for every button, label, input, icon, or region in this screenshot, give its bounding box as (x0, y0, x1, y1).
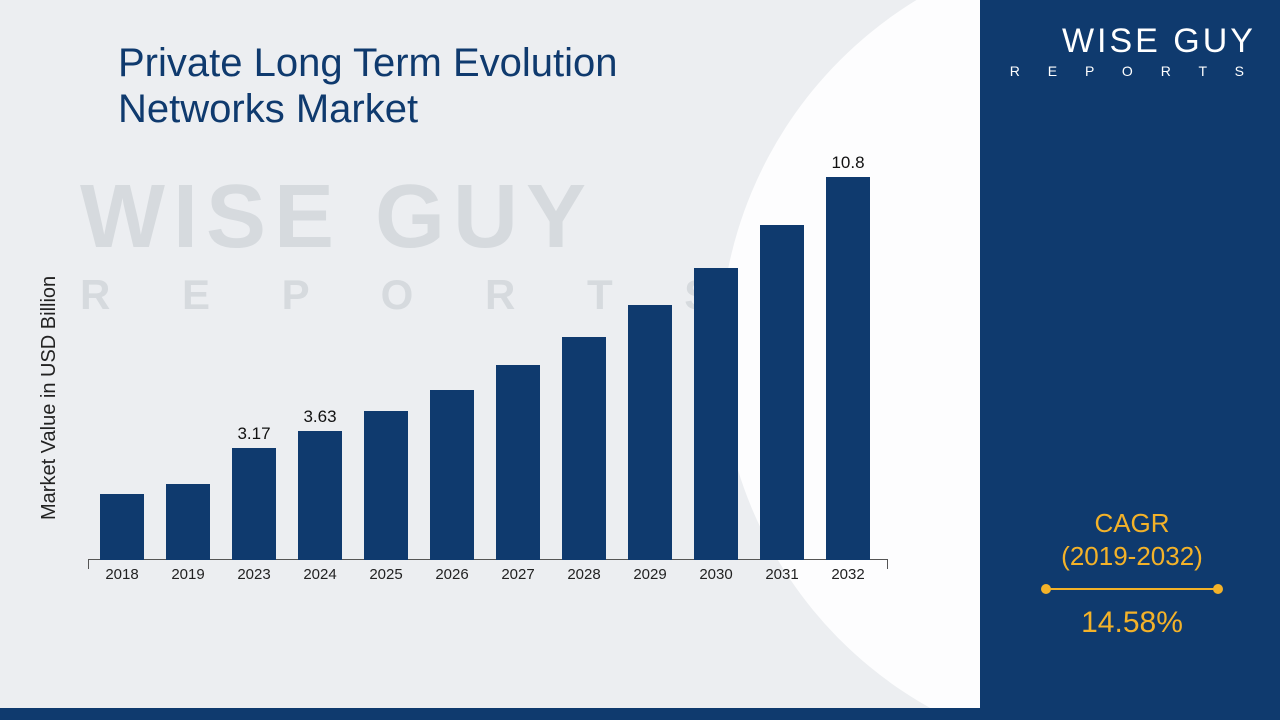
x-tick-label: 2019 (171, 566, 204, 583)
cagr-label: CAGR (2019-2032) (1022, 507, 1242, 572)
x-tick-label: 2026 (435, 566, 468, 583)
x-tick-label: 2027 (501, 566, 534, 583)
bar-value-label: 3.17 (237, 424, 270, 444)
bar-fill (694, 268, 738, 561)
bar-fill (496, 365, 540, 560)
bar-chart: 201820193.1720233.6320242025202620272028… (88, 170, 888, 590)
logo-text: WISE GUY (1010, 22, 1256, 61)
chart-title: Private Long Term Evolution Networks Mar… (118, 40, 738, 132)
bar-fill (760, 225, 804, 560)
y-axis-label: Market Value in USD Billion (38, 276, 61, 520)
x-tick-label: 2030 (699, 566, 732, 583)
bar: 2029 (628, 305, 672, 560)
footer-accent-bar (0, 708, 980, 720)
x-tick-label: 2031 (765, 566, 798, 583)
bar-fill (628, 305, 672, 560)
logo-subtext: R E P O R T S (1010, 63, 1256, 79)
cagr-divider (1046, 588, 1218, 590)
x-tick-label: 2025 (369, 566, 402, 583)
plot-area: 2018 2019 3.172023 3.632024 2025 2026 2027 2028… (88, 170, 888, 560)
bar-fill (100, 494, 144, 560)
bar-fill (562, 337, 606, 560)
bar: 2031 (760, 225, 804, 560)
chart-canvas: WISE GUY R E P O R T S Private Long Term… (0, 0, 1280, 720)
x-tick-label: 2028 (567, 566, 600, 583)
bar-fill (364, 411, 408, 560)
bar: 3.172023 (232, 448, 276, 560)
bar: 2030 (694, 268, 738, 561)
bar-value-label: 3.63 (303, 407, 336, 427)
bar-value-label: 10.8 (831, 153, 864, 173)
bar-fill (430, 390, 474, 560)
bar-fill (166, 484, 210, 560)
bar: 2025 (364, 411, 408, 560)
bar: 2028 (562, 337, 606, 560)
bar: 2019 (166, 484, 210, 560)
x-tick-label: 2029 (633, 566, 666, 583)
x-tick-label: 2018 (105, 566, 138, 583)
bar: 3.632024 (298, 431, 342, 560)
bar: 10.82032 (826, 177, 870, 560)
x-tick-label: 2024 (303, 566, 336, 583)
bar: 2026 (430, 390, 474, 560)
x-tick-label: 2023 (237, 566, 270, 583)
bar: 2018 (100, 494, 144, 560)
bar-fill (826, 177, 870, 560)
cagr-block: CAGR (2019-2032) 14.58% (1022, 507, 1242, 640)
cagr-value: 14.58% (1022, 606, 1242, 640)
bar-fill (298, 431, 342, 560)
x-tick-label: 2032 (831, 566, 864, 583)
brand-logo: WISE GUY R E P O R T S (1010, 22, 1256, 79)
bar: 2027 (496, 365, 540, 560)
bar-fill (232, 448, 276, 560)
